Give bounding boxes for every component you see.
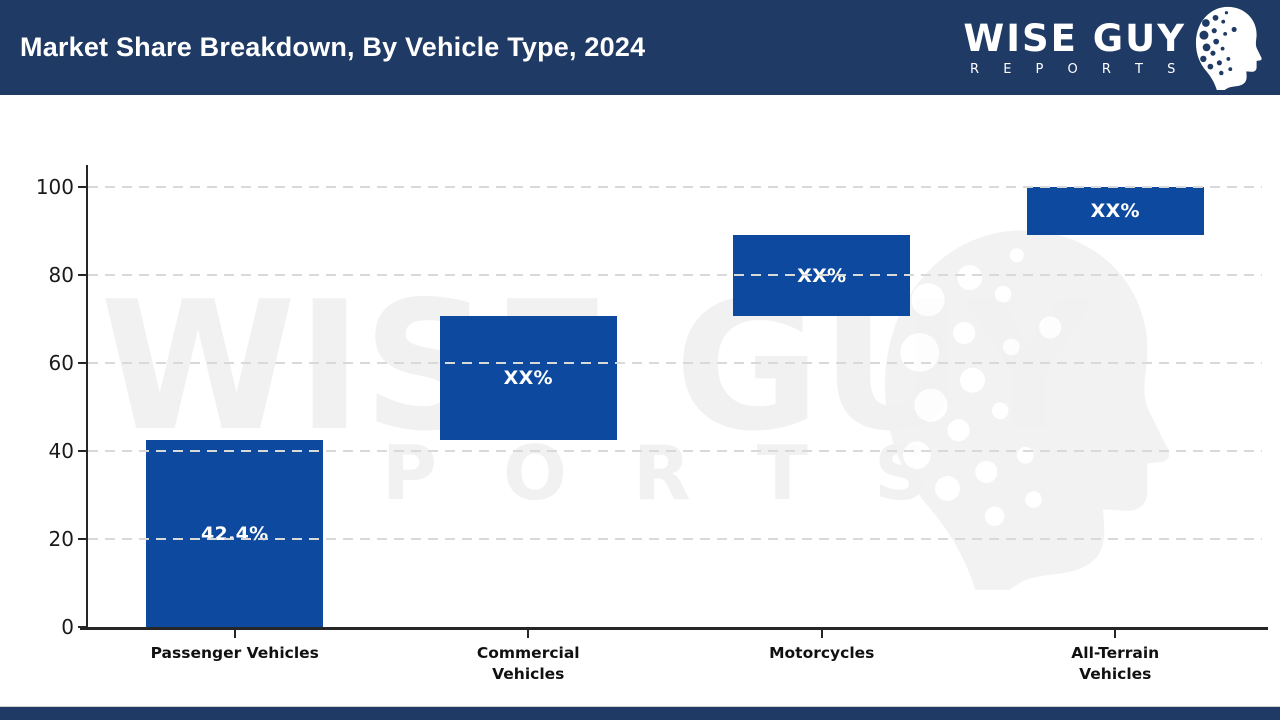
bar-passenger-vehicles: 42.4%	[146, 440, 324, 627]
y-tick-mark-60	[78, 362, 86, 364]
y-tick-mark-0	[78, 626, 86, 628]
header-bar: Market Share Breakdown, By Vehicle Type,…	[0, 0, 1280, 95]
x-axis-line	[80, 627, 1268, 630]
gridline-80	[88, 274, 1262, 276]
gridline-60	[88, 362, 1262, 364]
bar-value-label: XX%	[1090, 200, 1140, 223]
y-tick-mark-20	[78, 538, 86, 540]
y-tick-label-0: 0	[61, 615, 74, 639]
bar-commercial-vehicles: XX%	[439, 316, 617, 441]
bar-value-label: XX%	[503, 367, 553, 390]
x-tick-mark-2	[820, 630, 823, 638]
x-tick-mark-0	[233, 630, 236, 638]
y-tick-mark-80	[78, 274, 86, 276]
bar-all-terrain-vehicles: XX%	[1026, 187, 1204, 236]
y-tick-label-100: 100	[35, 175, 74, 199]
y-axis-line	[86, 165, 88, 629]
y-tick-mark-100	[78, 186, 86, 188]
y-tick-label-80: 80	[48, 263, 74, 287]
gridline-20	[88, 538, 1262, 540]
bar-value-label: 42.4%	[201, 522, 269, 545]
x-category-label-0: Passenger Vehicles	[150, 644, 319, 662]
y-tick-label-40: 40	[48, 439, 74, 463]
head-silhouette-logo	[1195, 6, 1262, 90]
footer-bar	[0, 706, 1280, 720]
x-category-label-2: Motorcycles	[769, 644, 875, 662]
logo-text-reports: R E P O R T S	[970, 61, 1186, 77]
x-category-label-3: All-Terrain Vehicles	[1071, 644, 1160, 683]
page-title: Market Share Breakdown, By Vehicle Type,…	[20, 32, 646, 62]
brand-logo: WISE GUY R E P O R T S	[963, 0, 1266, 95]
logo-text-wiseguy: WISE GUY	[963, 16, 1186, 60]
y-tick-label-60: 60	[48, 351, 74, 375]
y-tick-mark-40	[78, 450, 86, 452]
gridline-40	[88, 450, 1262, 452]
y-tick-label-20: 20	[48, 527, 74, 551]
logo-head-icon	[1192, 5, 1266, 91]
x-tick-mark-3	[1114, 630, 1117, 638]
gridline-100	[88, 186, 1262, 188]
x-tick-mark-1	[527, 630, 530, 638]
x-category-label-1: Commercial Vehicles	[476, 644, 580, 683]
logo-wordmark: WISE GUY R E P O R T S	[963, 20, 1186, 76]
